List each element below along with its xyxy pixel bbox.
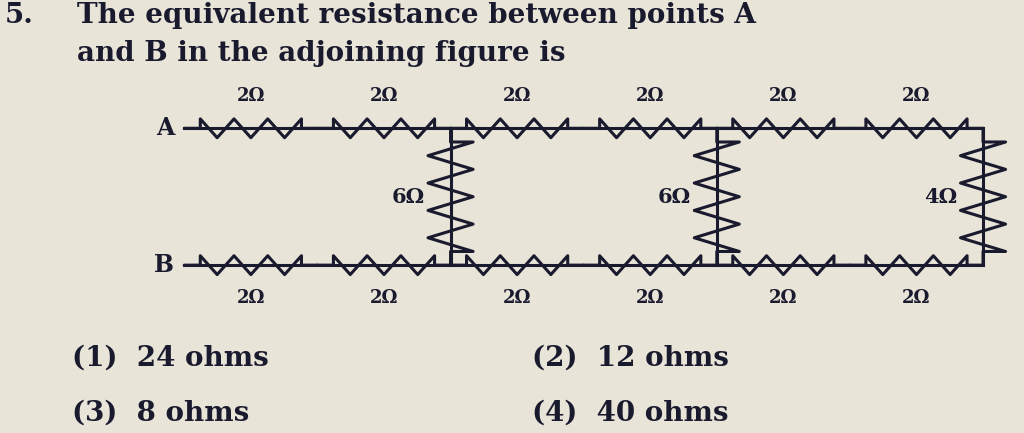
Text: (1)  24 ohms: (1) 24 ohms (72, 344, 268, 371)
Text: 2Ω: 2Ω (237, 289, 265, 307)
Text: The equivalent resistance between points A
and B in the adjoining figure is: The equivalent resistance between points… (77, 2, 756, 67)
Text: 2Ω: 2Ω (769, 87, 798, 105)
Text: 2Ω: 2Ω (902, 289, 931, 307)
Text: 2Ω: 2Ω (370, 289, 398, 307)
Text: 5.: 5. (5, 2, 34, 29)
Text: (2)  12 ohms: (2) 12 ohms (532, 344, 729, 371)
Text: 2Ω: 2Ω (503, 87, 531, 105)
Text: B: B (155, 253, 174, 277)
Text: 2Ω: 2Ω (636, 87, 665, 105)
Text: 2Ω: 2Ω (769, 289, 798, 307)
Text: 2Ω: 2Ω (503, 289, 531, 307)
Text: 2Ω: 2Ω (370, 87, 398, 105)
Text: 2Ω: 2Ω (237, 87, 265, 105)
Text: 4Ω: 4Ω (925, 187, 957, 207)
Text: (4)  40 ohms: (4) 40 ohms (532, 400, 729, 427)
Text: 6Ω: 6Ω (658, 187, 691, 207)
Text: 6Ω: 6Ω (392, 187, 425, 207)
Text: 2Ω: 2Ω (636, 289, 665, 307)
Text: 2Ω: 2Ω (902, 87, 931, 105)
Text: A: A (156, 116, 174, 140)
Text: (3)  8 ohms: (3) 8 ohms (72, 400, 249, 427)
